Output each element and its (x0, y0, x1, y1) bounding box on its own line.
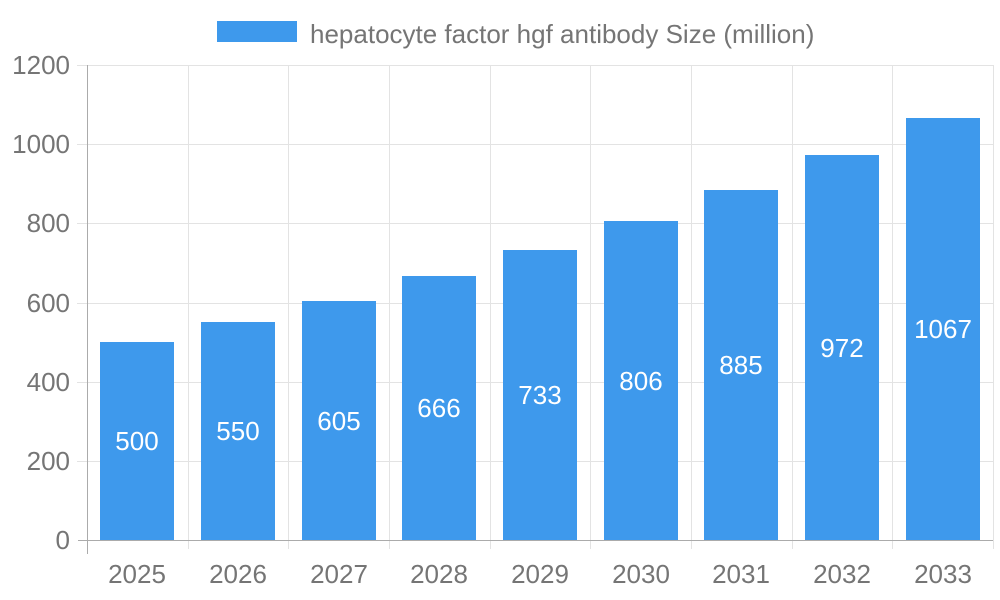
bar: 666 (402, 276, 476, 540)
bar: 500 (100, 342, 174, 540)
gridline-vertical (590, 65, 591, 540)
gridline-vertical (993, 65, 994, 540)
gridline-horizontal (87, 144, 993, 145)
gridline-vertical (792, 65, 793, 540)
gridline-horizontal (87, 223, 993, 224)
x-axis-tick (993, 540, 994, 549)
y-axis-tick (77, 382, 87, 383)
bar: 1067 (906, 118, 980, 540)
gridline-vertical (288, 65, 289, 540)
bar-value-label: 806 (619, 365, 663, 396)
x-axis-category-label: 2032 (813, 559, 871, 589)
gridline-vertical (691, 65, 692, 540)
x-axis-line (78, 540, 993, 541)
y-axis-tick-label: 1200 (12, 50, 70, 80)
x-axis-tick (691, 540, 692, 549)
y-axis-tick (77, 65, 87, 66)
gridline-vertical (892, 65, 893, 540)
x-axis-category-label: 2033 (914, 559, 972, 589)
gridline-vertical (389, 65, 390, 540)
y-axis-tick (77, 303, 87, 304)
gridline-vertical (188, 65, 189, 540)
x-axis-tick (792, 540, 793, 549)
x-axis-tick (188, 540, 189, 549)
y-axis-tick (77, 223, 87, 224)
y-axis-tick (77, 461, 87, 462)
bar: 605 (302, 301, 376, 540)
gridline-horizontal (87, 65, 993, 66)
x-axis-category-label: 2030 (612, 559, 670, 589)
bar-value-label: 666 (417, 393, 461, 423)
y-axis-tick-label: 600 (26, 288, 70, 318)
bar: 885 (704, 190, 778, 540)
x-axis-category-label: 2025 (108, 559, 166, 589)
legend-swatch (217, 21, 297, 42)
bar: 806 (604, 221, 678, 540)
x-axis-category-label: 2031 (712, 559, 770, 589)
x-axis-tick (892, 540, 893, 549)
y-axis-tick-label: 1000 (12, 129, 70, 159)
x-axis-category-label: 2028 (410, 559, 468, 589)
plot-area: 500 550 605 666 733 806 885 972 1067 (87, 65, 994, 540)
bar-value-label: 733 (518, 380, 562, 410)
gridline-vertical (490, 65, 491, 540)
bar-value-label: 885 (719, 350, 763, 380)
bar: 733 (503, 250, 577, 540)
y-axis-line (87, 65, 88, 554)
y-axis-tick-label: 400 (26, 367, 70, 397)
bar-value-label: 972 (820, 332, 864, 363)
bar: 550 (201, 322, 275, 540)
bar-value-label: 605 (317, 405, 361, 436)
y-axis-tick-label: 200 (26, 446, 70, 476)
x-axis-tick (288, 540, 289, 549)
y-axis-tick-label: 0 (55, 525, 70, 555)
y-axis-tick (77, 144, 87, 145)
bar: 972 (805, 155, 879, 540)
bar-value-label: 1067 (914, 314, 972, 344)
x-axis-category-label: 2029 (511, 559, 569, 589)
x-axis-tick (590, 540, 591, 549)
bar-value-label: 500 (115, 426, 159, 456)
x-axis-category-label: 2027 (310, 559, 368, 589)
x-axis-tick (389, 540, 390, 549)
bar-value-label: 550 (216, 416, 260, 446)
y-axis-tick-label: 800 (26, 208, 70, 238)
legend-label: hepatocyte factor hgf antibody Size (mil… (310, 19, 815, 49)
x-axis-category-label: 2026 (209, 559, 267, 589)
x-axis-tick (490, 540, 491, 549)
